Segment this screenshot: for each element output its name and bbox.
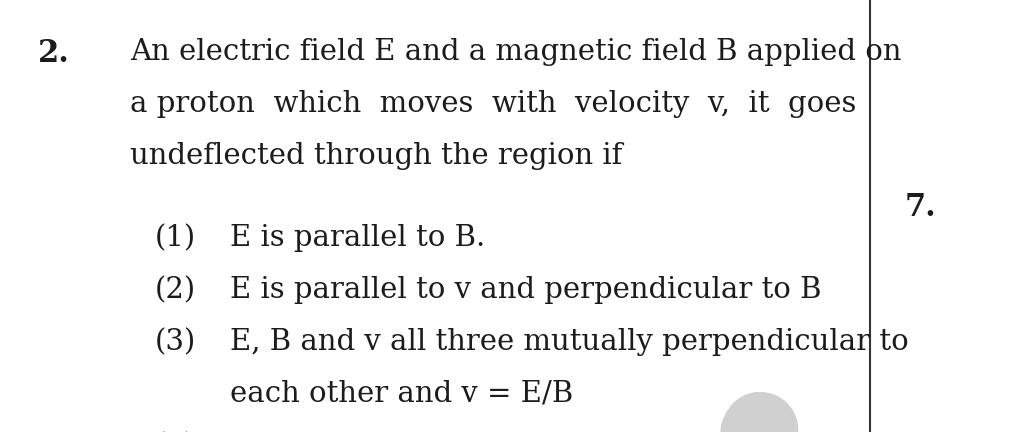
Text: E is parallel to v and perpendicular to B: E is parallel to v and perpendicular to … (230, 276, 821, 304)
Text: each other and v = E/B: each other and v = E/B (230, 380, 573, 408)
Text: undeflected through the region if: undeflected through the region if (130, 142, 623, 170)
Text: (2): (2) (155, 276, 197, 304)
Text: 7.: 7. (905, 192, 937, 223)
Text: (1): (1) (155, 224, 197, 252)
Text: An electric field E and a magnetic field B applied on: An electric field E and a magnetic field… (130, 38, 901, 66)
Text: a proton  which  moves  with  velocity  v,  it  goes: a proton which moves with velocity v, it… (130, 90, 856, 118)
Text: E, B and v all three mutually perpendicular to: E, B and v all three mutually perpendicu… (230, 328, 908, 356)
Text: E is parallel to B.: E is parallel to B. (230, 224, 485, 252)
Text: (3): (3) (155, 328, 197, 356)
Text: 2.: 2. (38, 38, 70, 69)
